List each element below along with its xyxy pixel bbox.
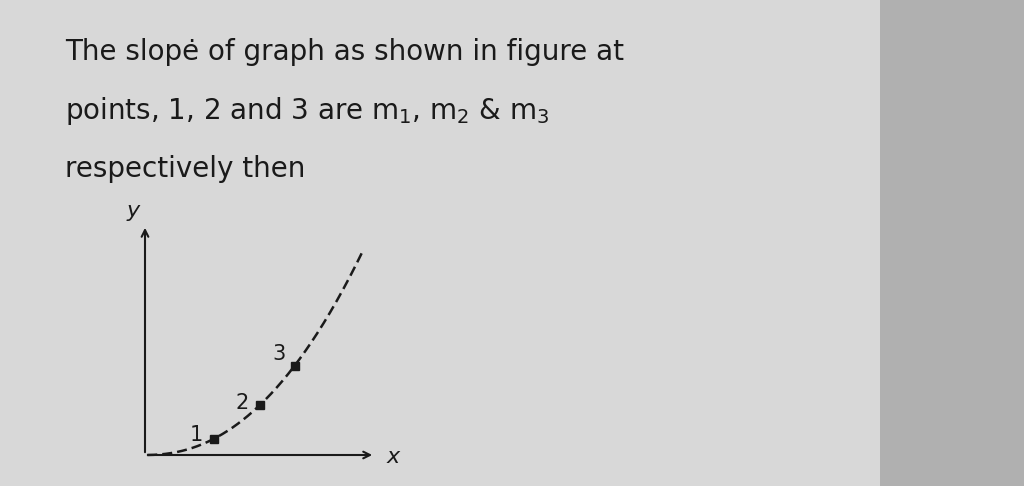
- Text: 3: 3: [272, 344, 285, 364]
- Text: 2: 2: [236, 393, 249, 413]
- Text: respectively then: respectively then: [65, 155, 305, 183]
- Text: points, 1, 2 and 3 are $\mathregular{m_1}$, $\mathregular{m_2}$ & $\mathregular{: points, 1, 2 and 3 are $\mathregular{m_1…: [65, 95, 550, 127]
- Text: The slopė of graph as shown in figure at: The slopė of graph as shown in figure a…: [65, 38, 624, 66]
- Text: y: y: [126, 201, 139, 221]
- Text: 1: 1: [189, 425, 203, 445]
- Bar: [880, 0, 1024, 486]
- Text: x: x: [387, 447, 400, 467]
